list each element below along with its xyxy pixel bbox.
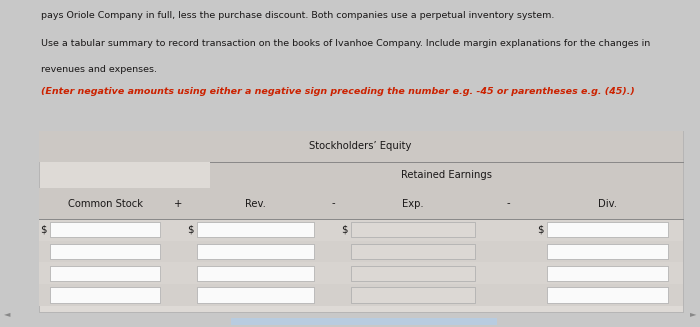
Bar	[547, 244, 668, 259]
Bar	[547, 222, 668, 237]
Bar	[197, 287, 314, 302]
Bar	[351, 222, 475, 237]
Text: -: -	[331, 198, 335, 209]
Text: $: $	[341, 225, 347, 235]
Bar	[38, 284, 682, 306]
Text: $: $	[187, 225, 193, 235]
Bar	[38, 263, 682, 284]
Bar	[197, 244, 314, 259]
Text: +: +	[174, 198, 183, 209]
Bar	[351, 266, 475, 281]
Text: -: -	[506, 198, 510, 209]
Text: Div.: Div.	[598, 198, 617, 209]
Text: $: $	[537, 225, 543, 235]
Bar	[547, 266, 668, 281]
Bar	[50, 244, 160, 259]
Bar	[197, 222, 314, 237]
Text: ►: ►	[690, 309, 696, 318]
Bar	[351, 287, 475, 302]
Text: Stockholders’ Equity: Stockholders’ Equity	[309, 141, 412, 151]
Text: $: $	[40, 225, 46, 235]
Text: Retained Earnings: Retained Earnings	[400, 170, 491, 180]
Bar	[50, 287, 160, 302]
Text: Common Stock: Common Stock	[67, 198, 143, 209]
Bar	[50, 266, 160, 281]
Text: pays Oriole Company in full, less the purchase discount. Both companies use a pe: pays Oriole Company in full, less the pu…	[41, 11, 554, 21]
Bar	[547, 287, 668, 302]
Bar	[38, 241, 682, 263]
Bar	[50, 222, 160, 237]
Bar	[38, 131, 682, 162]
Text: revenues and expenses.: revenues and expenses.	[41, 65, 160, 75]
Text: Exp.: Exp.	[402, 198, 423, 209]
Bar	[351, 244, 475, 259]
Bar	[38, 188, 682, 219]
Text: Use a tabular summary to record transaction on the books of Ivanhoe Company. Inc: Use a tabular summary to record transact…	[41, 39, 650, 48]
Text: (Enter negative amounts using either a negative sign preceding the number e.g. -: (Enter negative amounts using either a n…	[41, 87, 634, 96]
Bar	[210, 162, 682, 188]
Bar	[38, 219, 682, 241]
Bar	[231, 318, 497, 325]
Text: Rev.: Rev.	[245, 198, 266, 209]
Text: ◄: ◄	[4, 309, 10, 318]
Bar	[197, 266, 314, 281]
